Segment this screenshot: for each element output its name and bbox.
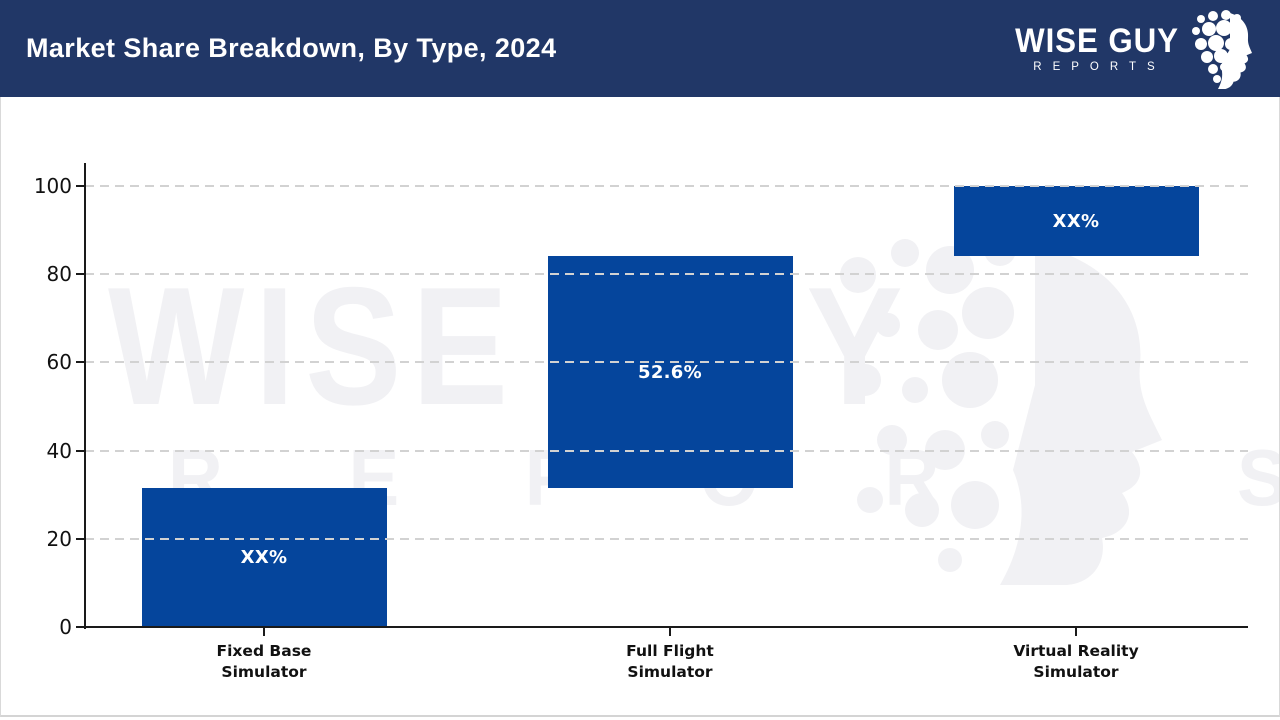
bar-value-label-2: 52.6% xyxy=(638,361,702,383)
x-axis-line xyxy=(85,626,1248,628)
y-tick-label-80: 80 xyxy=(46,262,72,287)
page-title: Market Share Breakdown, By Type, 2024 xyxy=(26,33,557,63)
y-tick-mark-100 xyxy=(76,185,84,187)
y-axis-line xyxy=(84,163,86,629)
category-label-1: Fixed Base Simulator xyxy=(114,641,414,683)
chart-bar-2 xyxy=(547,256,793,489)
category-label-line1: Full Flight xyxy=(626,642,714,660)
y-tick-mark-40 xyxy=(76,449,84,452)
category-label-line1: Fixed Base xyxy=(216,642,312,660)
x-tick-mark-2 xyxy=(669,628,671,636)
y-tick-label-40: 40 xyxy=(46,438,72,463)
bar-value-label-1: XX% xyxy=(240,547,288,569)
y-tick-mark-60 xyxy=(76,361,84,364)
logo-subtitle: REPORTS xyxy=(1033,61,1166,73)
gridline-80 xyxy=(85,273,1248,276)
category-label-line2: Simulator xyxy=(1033,663,1119,681)
wiseguy-head-icon xyxy=(1192,9,1252,89)
gridline-40 xyxy=(85,449,1248,452)
watermark-head-icon xyxy=(840,234,1162,585)
bar-value-label-3: XX% xyxy=(1052,210,1100,232)
chart-frame-border xyxy=(0,97,1280,717)
x-tick-mark-1 xyxy=(263,628,265,636)
y-tick-label-0: 0 xyxy=(59,615,72,639)
y-tick-label-20: 20 xyxy=(46,526,72,551)
logo-wordmark: WISE GUY xyxy=(1015,22,1179,60)
chart-bar-3 xyxy=(953,186,1199,257)
category-label-line2: Simulator xyxy=(221,663,307,681)
y-tick-label-100: 100 xyxy=(33,174,72,198)
y-tick-mark-20 xyxy=(76,537,84,540)
x-tick-mark-3 xyxy=(1075,628,1077,636)
header-bar: Market Share Breakdown, By Type, 2024 WI… xyxy=(0,0,1280,97)
wiseguy-reports-logo: WISE GUY REPORTS xyxy=(1008,9,1252,89)
category-label-line2: Simulator xyxy=(627,663,713,681)
y-tick-label-60: 60 xyxy=(46,350,72,375)
gridline-100 xyxy=(85,185,1248,187)
y-tick-mark-0 xyxy=(76,626,84,628)
category-label-line1: Virtual Reality xyxy=(1013,642,1139,660)
gridline-20 xyxy=(85,537,1248,540)
category-label-3: Virtual Reality Simulator xyxy=(926,641,1226,683)
logo-text: WISE GUY REPORTS xyxy=(1008,24,1186,73)
gridline-60 xyxy=(85,361,1248,364)
category-label-2: Full Flight Simulator xyxy=(520,641,820,683)
y-tick-mark-80 xyxy=(76,273,84,276)
chart-bar-1 xyxy=(141,488,387,627)
